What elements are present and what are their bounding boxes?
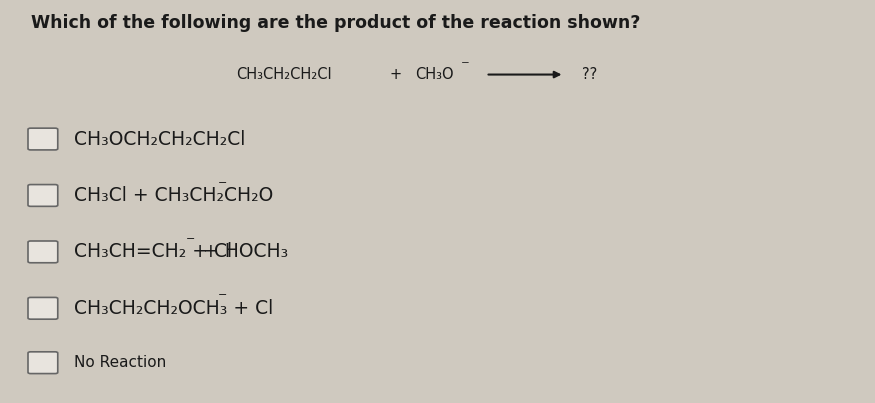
Text: CH₃O: CH₃O [416,67,454,82]
Text: +: + [389,67,402,82]
Text: CH₃OCH₂CH₂CH₂Cl: CH₃OCH₂CH₂CH₂Cl [74,129,246,149]
Text: No Reaction: No Reaction [74,355,166,370]
Text: + HOCH₃: + HOCH₃ [197,242,289,262]
Text: CH₃Cl + CH₃CH₂CH₂O: CH₃Cl + CH₃CH₂CH₂O [74,186,274,205]
Text: CH₃CH₂CH₂OCH₃ + Cl: CH₃CH₂CH₂OCH₃ + Cl [74,299,274,318]
FancyBboxPatch shape [28,352,58,374]
Text: Which of the following are the product of the reaction shown?: Which of the following are the product o… [31,14,640,32]
FancyBboxPatch shape [28,128,58,150]
Text: CH₃CH₂CH₂Cl: CH₃CH₂CH₂Cl [236,67,332,82]
Text: −: − [186,234,195,244]
FancyBboxPatch shape [28,185,58,206]
Text: CH₃CH=CH₂ + Cl: CH₃CH=CH₂ + Cl [74,242,233,262]
FancyBboxPatch shape [28,241,58,263]
Text: −: − [218,291,228,300]
Text: ??: ?? [582,67,597,82]
Text: −: − [461,58,470,68]
FancyBboxPatch shape [28,297,58,319]
Text: −: − [218,178,228,187]
